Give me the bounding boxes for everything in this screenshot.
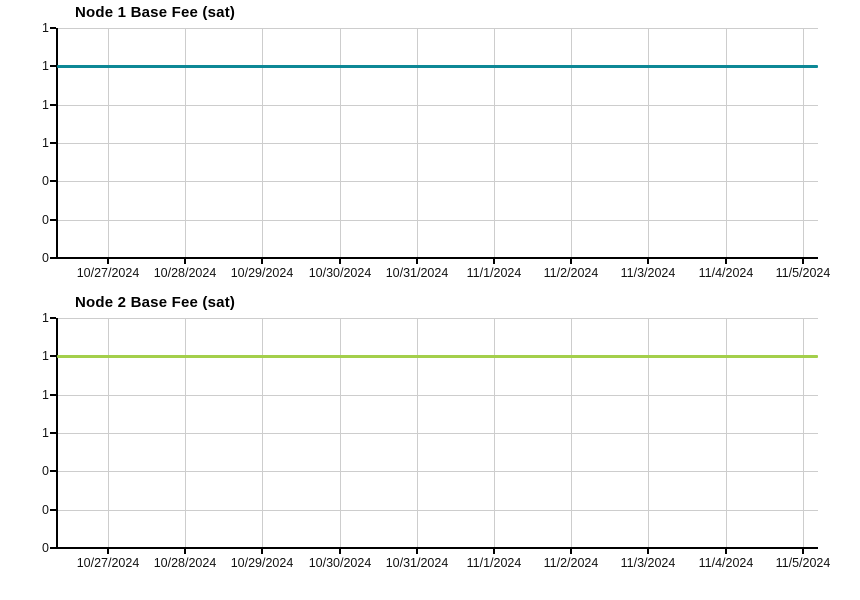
- x-tick: [647, 258, 649, 264]
- y-tick-label: 1: [42, 311, 49, 325]
- y-tick: [50, 355, 56, 357]
- x-tick: [184, 548, 186, 554]
- x-tick-label: 10/31/2024: [385, 266, 449, 280]
- y-tick: [50, 470, 56, 472]
- x-tick-label: 11/5/2024: [775, 266, 831, 280]
- x-tick: [107, 548, 109, 554]
- x-tick-label: 11/4/2024: [698, 556, 754, 570]
- x-tick: [339, 548, 341, 554]
- y-tick-label: 0: [42, 541, 49, 555]
- gridline-h: [57, 471, 818, 472]
- gridline-h: [57, 28, 818, 29]
- y-tick: [50, 547, 56, 549]
- gridline-h: [57, 318, 818, 319]
- x-tick-label: 10/30/2024: [308, 266, 372, 280]
- x-tick: [493, 258, 495, 264]
- x-tick-label: 11/2/2024: [543, 556, 599, 570]
- x-axis: [56, 547, 818, 549]
- x-tick: [647, 548, 649, 554]
- y-tick: [50, 104, 56, 106]
- y-tick-label: 1: [42, 426, 49, 440]
- x-axis: [56, 257, 818, 259]
- y-tick-label: 1: [42, 21, 49, 35]
- x-tick-label: 11/1/2024: [466, 556, 522, 570]
- y-tick: [50, 317, 56, 319]
- x-tick: [802, 548, 804, 554]
- y-tick: [50, 257, 56, 259]
- x-tick: [493, 548, 495, 554]
- gridline-h: [57, 143, 818, 144]
- y-tick: [50, 27, 56, 29]
- x-tick: [570, 548, 572, 554]
- y-tick-label: 1: [42, 136, 49, 150]
- y-tick: [50, 180, 56, 182]
- x-tick: [725, 258, 727, 264]
- x-tick-label: 11/5/2024: [775, 556, 831, 570]
- y-tick-label: 0: [42, 503, 49, 517]
- x-tick-label: 11/3/2024: [620, 266, 676, 280]
- x-tick-label: 11/3/2024: [620, 556, 676, 570]
- y-tick-label: 1: [42, 98, 49, 112]
- y-tick: [50, 509, 56, 511]
- x-tick: [416, 258, 418, 264]
- y-tick: [50, 219, 56, 221]
- gridline-h: [57, 510, 818, 511]
- y-tick: [50, 432, 56, 434]
- gridline-h: [57, 220, 818, 221]
- x-tick: [416, 548, 418, 554]
- gridline-h: [57, 395, 818, 396]
- y-tick: [50, 142, 56, 144]
- x-tick: [261, 258, 263, 264]
- series-line-node1: [57, 65, 818, 68]
- y-tick-label: 0: [42, 174, 49, 188]
- x-tick-label: 10/31/2024: [385, 556, 449, 570]
- x-tick-label: 10/29/2024: [230, 266, 294, 280]
- y-tick-label: 1: [42, 388, 49, 402]
- y-axis: [56, 318, 58, 549]
- gridline-h: [57, 433, 818, 434]
- x-tick-label: 10/29/2024: [230, 556, 294, 570]
- x-tick: [570, 258, 572, 264]
- series-line-node2: [57, 355, 818, 358]
- y-tick-label: 0: [42, 251, 49, 265]
- x-tick: [725, 548, 727, 554]
- x-tick: [339, 258, 341, 264]
- y-tick: [50, 394, 56, 396]
- x-tick-label: 11/1/2024: [466, 266, 522, 280]
- y-tick-label: 0: [42, 464, 49, 478]
- x-tick: [802, 258, 804, 264]
- x-tick: [107, 258, 109, 264]
- y-tick-label: 0: [42, 213, 49, 227]
- x-tick: [184, 258, 186, 264]
- y-tick-label: 1: [42, 59, 49, 73]
- x-tick-label: 10/28/2024: [153, 556, 217, 570]
- gridline-h: [57, 105, 818, 106]
- y-tick-label: 1: [42, 349, 49, 363]
- x-tick: [261, 548, 263, 554]
- chart-title-node1-base-fee: Node 1 Base Fee (sat): [75, 4, 236, 21]
- x-tick-label: 10/27/2024: [76, 556, 140, 570]
- y-tick: [50, 65, 56, 67]
- x-tick-label: 10/28/2024: [153, 266, 217, 280]
- x-tick-label: 10/30/2024: [308, 556, 372, 570]
- chart-title-node2-base-fee: Node 2 Base Fee (sat): [75, 294, 236, 311]
- x-tick-label: 10/27/2024: [76, 266, 140, 280]
- y-axis: [56, 28, 58, 259]
- x-tick-label: 11/2/2024: [543, 266, 599, 280]
- gridline-h: [57, 181, 818, 182]
- x-tick-label: 11/4/2024: [698, 266, 754, 280]
